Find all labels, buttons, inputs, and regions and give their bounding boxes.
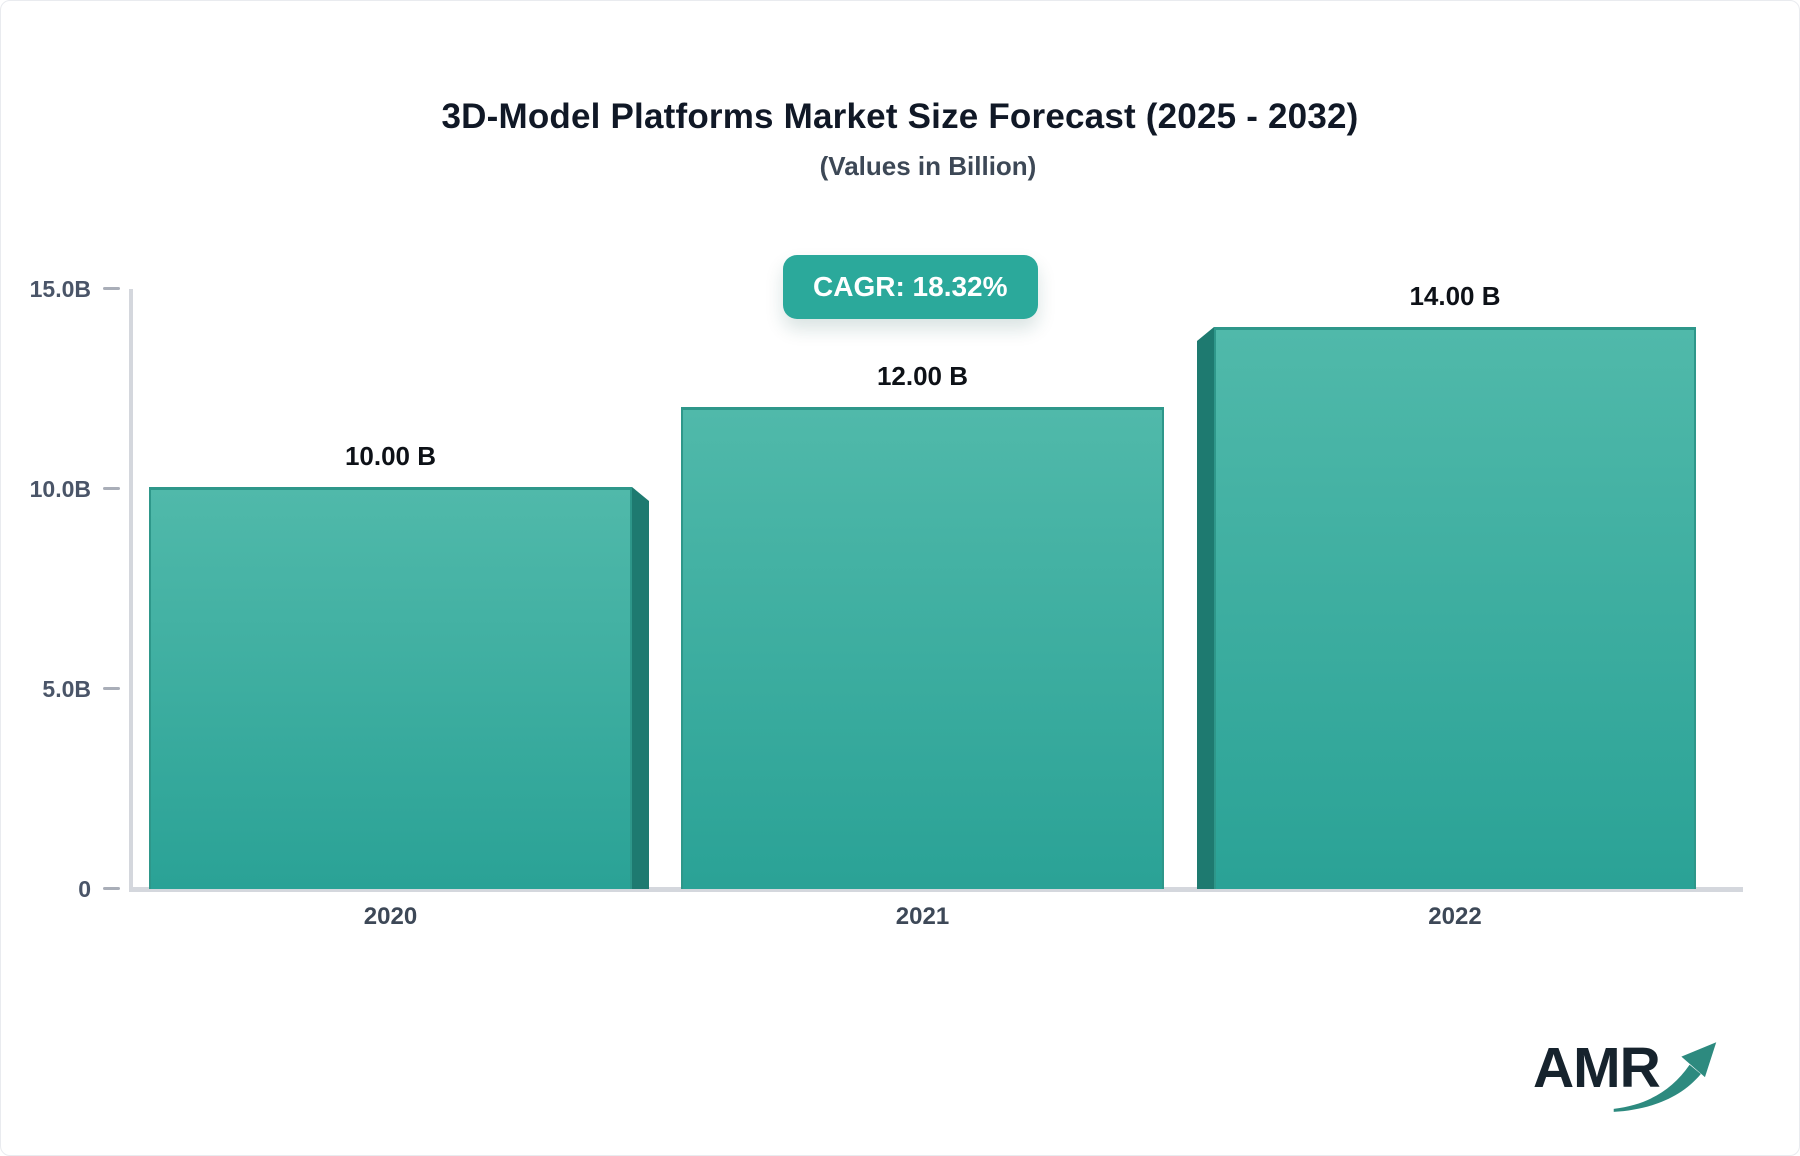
arrow-head xyxy=(1681,1042,1717,1078)
y-axis-line xyxy=(129,289,133,889)
x-tick-label-2022: 2022 xyxy=(1428,903,1482,930)
amr-logo: AMR xyxy=(1521,1029,1731,1119)
bar-value-label-2020: 10.00 B xyxy=(344,441,437,471)
y-tick-dash xyxy=(103,487,120,490)
y-tick-dash xyxy=(103,887,120,890)
growth-arrow-icon xyxy=(1613,1042,1717,1112)
bar-face-2020 xyxy=(149,487,632,889)
y-tick-dash xyxy=(103,287,120,290)
bar-value-label-2021: 12.00 B xyxy=(876,361,969,391)
bar-3d-side-2022 xyxy=(1197,327,1214,889)
bar-face-2022 xyxy=(1214,327,1696,889)
chart-subtitle: (Values in Billion) xyxy=(819,151,1037,181)
y-tick-label-15.0B: 15.0B xyxy=(29,276,91,302)
x-tick-label-2021: 2021 xyxy=(895,903,950,930)
y-tick-label-10.0B: 10.0B xyxy=(29,476,91,502)
arrow-swoosh xyxy=(1613,1064,1701,1112)
y-tick-label-5.0B: 5.0B xyxy=(42,676,91,702)
x-tick-label-2020: 2020 xyxy=(363,903,418,930)
amr-logo-text: AMR xyxy=(1533,1036,1661,1100)
y-tick-dash xyxy=(103,687,120,690)
bar-3d-side-2020 xyxy=(632,487,649,889)
bar-value-label-2022: 14.00 B xyxy=(1409,281,1501,311)
y-tick-label-0: 0 xyxy=(78,876,91,902)
cagr-badge: CAGR: 18.32% xyxy=(783,255,1038,319)
bar-face-2021 xyxy=(681,407,1164,889)
x-axis-line xyxy=(129,887,1743,892)
chart-title: 3D-Model Platforms Market Size Forecast … xyxy=(441,97,1359,136)
